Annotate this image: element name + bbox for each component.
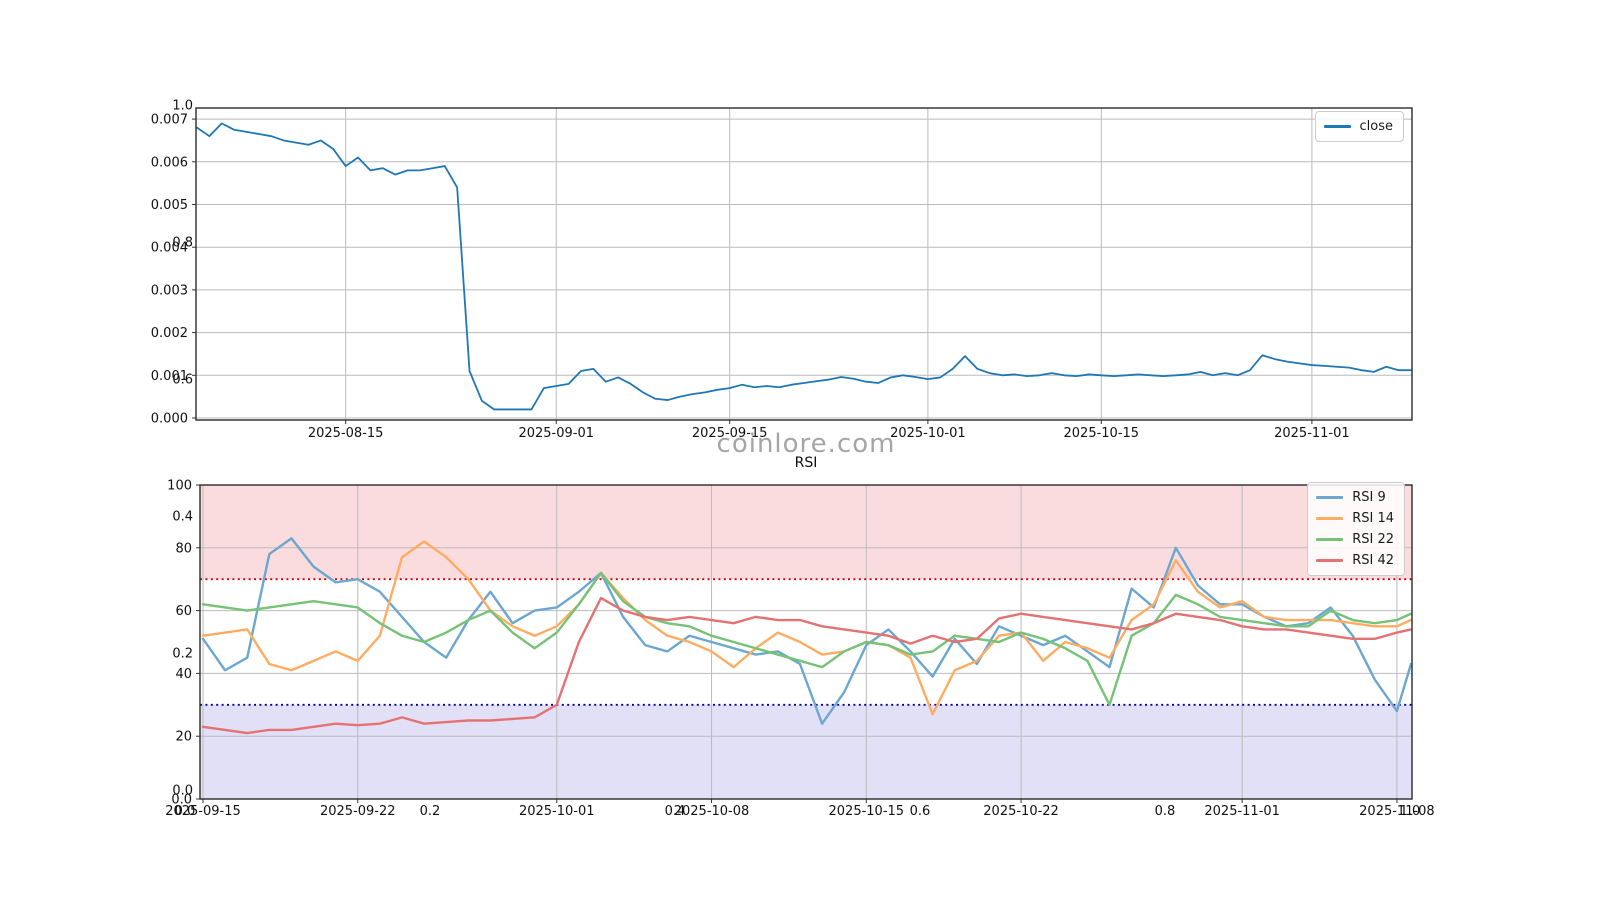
svg-text:0.001: 0.001 — [151, 369, 188, 384]
svg-text:0.006: 0.006 — [151, 155, 188, 170]
svg-text:0.002: 0.002 — [151, 326, 188, 341]
price-chart: 0.007 0.006 0.005 0.004 0.003 0.002 0.001 0.000… — [151, 107, 1413, 441]
svg-text:80: 80 — [175, 541, 192, 556]
svg-text:1.0: 1.0 — [172, 99, 193, 114]
rsi-title: RSI — [794, 455, 818, 471]
svg-text:0.2: 0.2 — [172, 647, 193, 662]
svg-text:0.0: 0.0 — [175, 804, 196, 819]
legend-label-rsi22: RSI 22 — [1352, 532, 1394, 547]
svg-text:0.6: 0.6 — [172, 373, 193, 388]
close-line-swatch — [1323, 125, 1351, 128]
svg-text:20: 20 — [175, 730, 192, 745]
rsi14-line-swatch — [1316, 517, 1344, 520]
svg-text:0.003: 0.003 — [151, 283, 188, 298]
svg-text:0.2: 0.2 — [420, 804, 441, 819]
svg-text:100: 100 — [167, 479, 192, 494]
legend-item-close: close — [1323, 116, 1393, 137]
svg-text:0.005: 0.005 — [151, 198, 188, 213]
svg-text:0.4: 0.4 — [665, 804, 686, 819]
legend-label-rsi42: RSI 42 — [1352, 553, 1394, 568]
svg-text:2025-10-08: 2025-10-08 — [674, 804, 750, 819]
legend-item-rsi42: RSI 42 — [1316, 550, 1394, 571]
legend-label-rsi14: RSI 14 — [1352, 511, 1394, 526]
rsi42-line-swatch — [1316, 559, 1344, 562]
rsi22-line-swatch — [1316, 538, 1344, 541]
legend-label-rsi9: RSI 9 — [1352, 490, 1386, 505]
legend-item-rsi22: RSI 22 — [1316, 529, 1394, 550]
svg-text:0.6: 0.6 — [910, 804, 931, 819]
svg-text:0.004: 0.004 — [151, 241, 188, 256]
svg-text:0.007: 0.007 — [151, 113, 188, 128]
svg-text:0.8: 0.8 — [172, 236, 193, 251]
svg-text:2025-09-15: 2025-09-15 — [165, 804, 241, 819]
svg-text:2025-09-01: 2025-09-01 — [518, 426, 594, 441]
svg-text:2025-10-15: 2025-10-15 — [829, 804, 905, 819]
rsi9-line-swatch — [1316, 496, 1344, 499]
legend-label-close: close — [1359, 119, 1393, 134]
stray-axis-labels: 1.00.80.60.40.20.00.0 0.2 0.4 0.6 0.8 1.0 — [172, 99, 1420, 820]
svg-text:2025-11-01: 2025-11-01 — [1204, 804, 1280, 819]
svg-text:1.0: 1.0 — [1400, 804, 1421, 819]
svg-text:0.0: 0.0 — [172, 784, 193, 799]
legend-item-rsi9: RSI 9 — [1316, 487, 1394, 508]
svg-text:0.8: 0.8 — [1155, 804, 1176, 819]
svg-text:2025-10-22: 2025-10-22 — [983, 804, 1059, 819]
svg-text:2025-11-08: 2025-11-08 — [1359, 804, 1435, 819]
rsi-legend: RSI 9 RSI 14 RSI 22 RSI 42 — [1307, 482, 1405, 576]
price-legend: close — [1314, 111, 1404, 142]
svg-text:0.0: 0.0 — [171, 793, 192, 808]
svg-text:2025-09-15: 2025-09-15 — [692, 426, 768, 441]
svg-text:0.000: 0.000 — [151, 412, 188, 427]
svg-text:0.4: 0.4 — [172, 510, 193, 525]
svg-text:2025-11-01: 2025-11-01 — [1274, 426, 1350, 441]
svg-text:2025-10-15: 2025-10-15 — [1064, 426, 1140, 441]
svg-text:40: 40 — [175, 667, 192, 682]
watermark: coinlore.com — [716, 429, 896, 459]
svg-text:2025-09-22: 2025-09-22 — [320, 804, 396, 819]
svg-text:2025-08-15: 2025-08-15 — [308, 426, 384, 441]
svg-text:2025-10-01: 2025-10-01 — [890, 426, 966, 441]
svg-text:2025-10-01: 2025-10-01 — [519, 804, 595, 819]
svg-text:60: 60 — [175, 604, 192, 619]
legend-item-rsi14: RSI 14 — [1316, 508, 1394, 529]
